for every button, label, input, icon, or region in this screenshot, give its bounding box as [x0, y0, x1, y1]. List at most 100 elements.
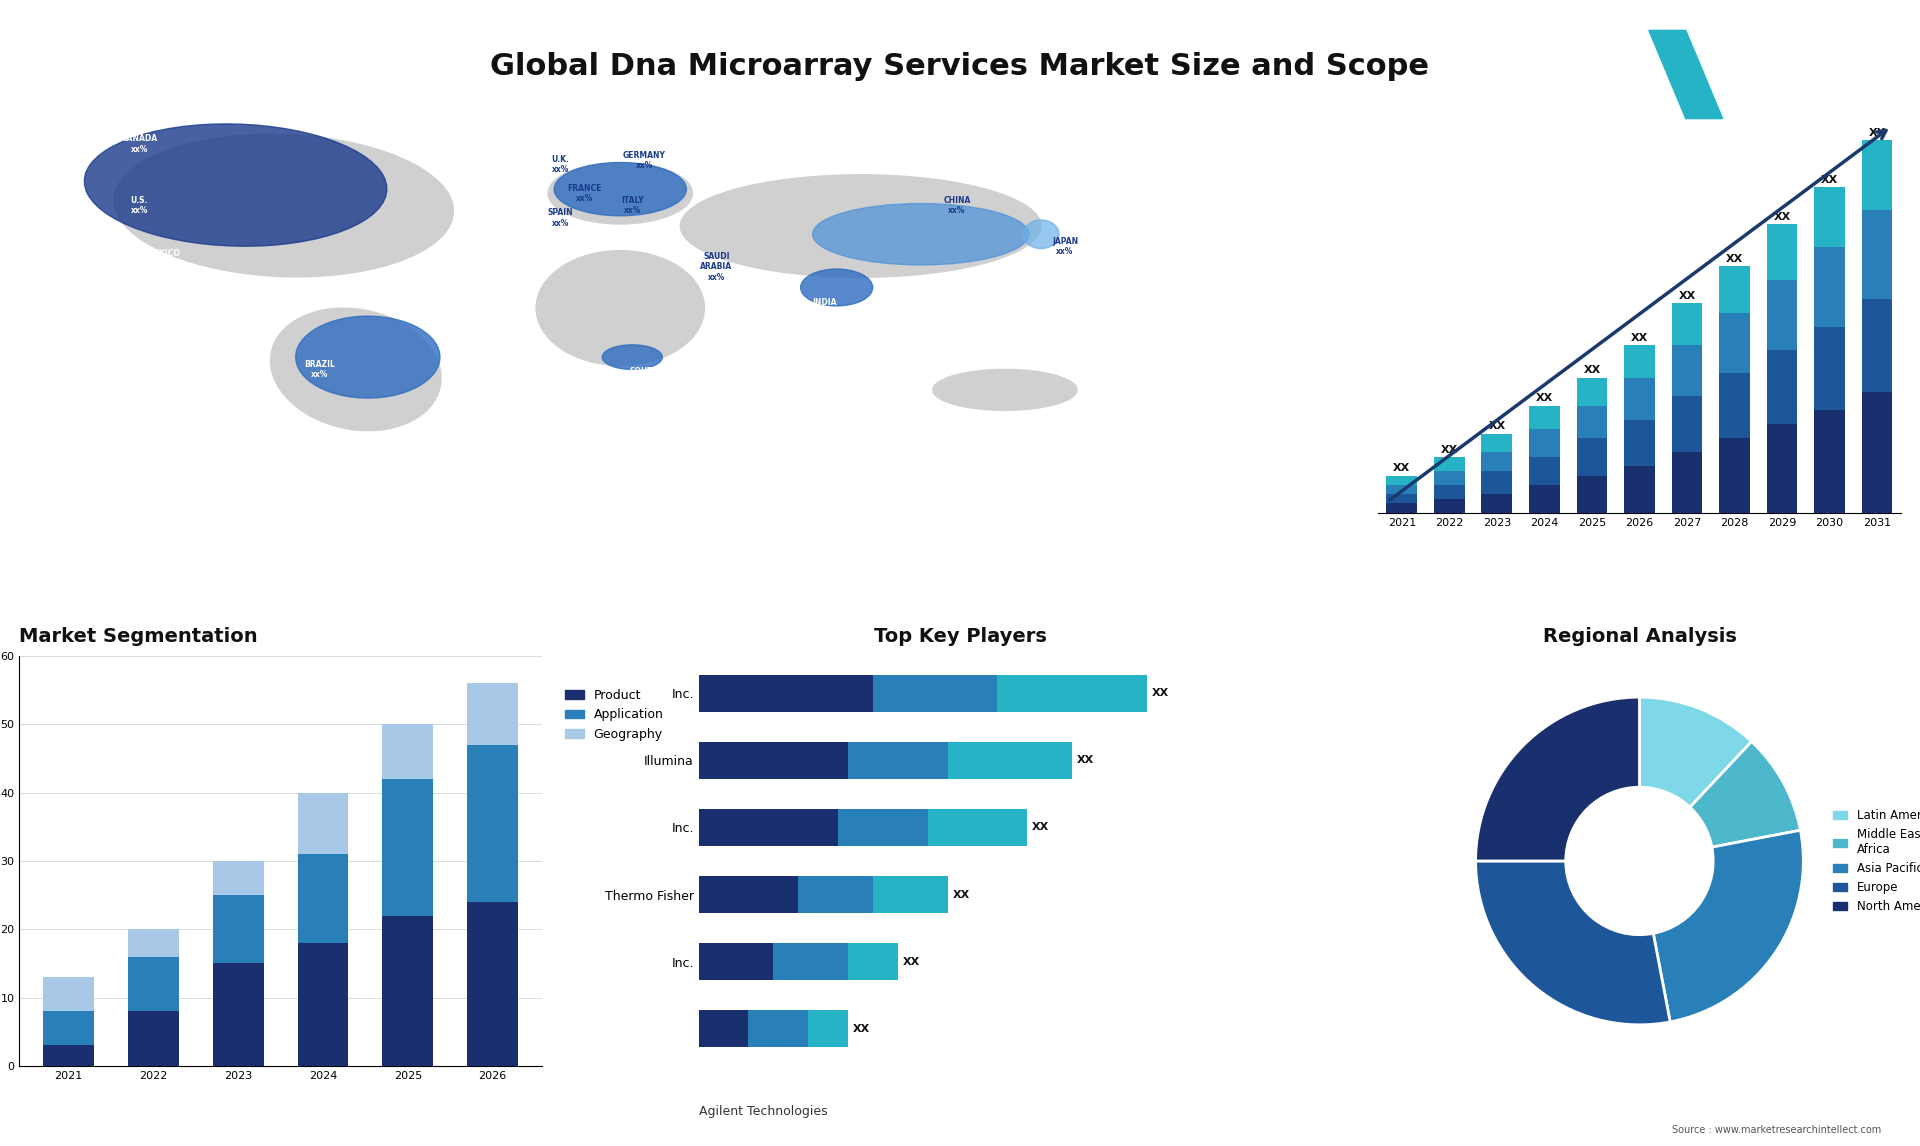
Title: Top Key Players: Top Key Players — [874, 627, 1046, 646]
Bar — [1624, 345, 1655, 378]
Text: U.S.
xx%: U.S. xx% — [131, 196, 148, 215]
Bar — [382, 916, 434, 1066]
Bar — [213, 964, 263, 1066]
Bar — [382, 724, 434, 779]
Text: Source : www.marketresearchintellect.com: Source : www.marketresearchintellect.com — [1672, 1124, 1882, 1135]
Bar — [467, 745, 518, 902]
Bar — [948, 741, 1071, 779]
Bar — [1528, 406, 1559, 429]
Text: JAPAN
xx%: JAPAN xx% — [1052, 237, 1079, 257]
Bar — [1528, 429, 1559, 457]
Bar — [298, 793, 348, 854]
Text: CHINA
xx%: CHINA xx% — [943, 196, 970, 215]
Bar — [849, 741, 948, 779]
Legend: Latin America, Middle East &
Africa, Asia Pacific, Europe, North America: Latin America, Middle East & Africa, Asi… — [1830, 806, 1920, 917]
Text: XX: XX — [1820, 174, 1837, 185]
Text: ITALY
xx%: ITALY xx% — [620, 196, 643, 215]
Text: INDIA
xx%: INDIA xx% — [812, 298, 837, 317]
Bar — [699, 741, 849, 779]
Text: SOUTH
AFRICA
xx%: SOUTH AFRICA xx% — [628, 367, 660, 397]
Text: GERMANY
xx%: GERMANY xx% — [622, 151, 666, 171]
Text: CANADA
xx%: CANADA xx% — [121, 134, 157, 154]
Bar — [129, 1011, 179, 1066]
Text: XX: XX — [1774, 212, 1791, 222]
Bar — [1386, 494, 1417, 503]
Text: XX: XX — [1394, 463, 1411, 473]
Bar — [1386, 476, 1417, 485]
Bar — [808, 1011, 849, 1047]
Ellipse shape — [801, 269, 874, 306]
Ellipse shape — [603, 345, 662, 369]
Ellipse shape — [536, 251, 705, 366]
Bar — [298, 943, 348, 1066]
Bar — [774, 943, 849, 980]
Bar — [1576, 476, 1607, 512]
Text: XX: XX — [1033, 823, 1050, 832]
Text: XX: XX — [1152, 689, 1169, 698]
Bar — [1624, 466, 1655, 512]
Text: U.K.
xx%: U.K. xx% — [551, 155, 568, 174]
Wedge shape — [1653, 830, 1803, 1022]
Text: XX: XX — [1488, 422, 1505, 431]
Bar — [699, 1011, 749, 1047]
Text: XX: XX — [952, 889, 970, 900]
Bar — [213, 861, 263, 895]
Text: BRAZIL
xx%: BRAZIL xx% — [303, 360, 336, 379]
Bar — [1482, 453, 1513, 471]
Bar — [1482, 471, 1513, 494]
Bar — [1862, 140, 1893, 210]
Ellipse shape — [1023, 220, 1060, 249]
Bar — [1718, 313, 1749, 374]
Bar — [699, 675, 874, 712]
Text: INTELLECT: INTELLECT — [1753, 94, 1811, 104]
Text: XX: XX — [852, 1023, 870, 1034]
Bar — [298, 854, 348, 943]
Legend: Product, Application, Geography: Product, Application, Geography — [559, 683, 670, 747]
Ellipse shape — [555, 163, 685, 215]
Bar — [1814, 410, 1845, 512]
Bar — [1528, 457, 1559, 485]
Bar — [799, 876, 874, 913]
Text: ARGENTINA
xx%: ARGENTINA xx% — [259, 421, 309, 440]
Text: XX: XX — [1868, 128, 1885, 138]
Text: Agilent Technologies: Agilent Technologies — [699, 1105, 828, 1118]
Bar — [1528, 485, 1559, 512]
Bar — [837, 809, 927, 846]
Ellipse shape — [933, 369, 1077, 410]
Ellipse shape — [547, 163, 693, 223]
Bar — [213, 895, 263, 964]
Bar — [1814, 248, 1845, 327]
Bar — [42, 978, 94, 1011]
Bar — [1576, 438, 1607, 476]
Text: Global Dna Microarray Services Market Size and Scope: Global Dna Microarray Services Market Si… — [490, 52, 1430, 80]
Polygon shape — [1609, 31, 1686, 118]
Bar — [1482, 494, 1513, 512]
Bar — [1576, 378, 1607, 406]
Bar — [1862, 299, 1893, 392]
Bar — [1766, 350, 1797, 424]
Bar — [699, 876, 799, 913]
Text: Market Segmentation: Market Segmentation — [19, 627, 257, 646]
Text: SPAIN
xx%: SPAIN xx% — [547, 209, 572, 228]
Ellipse shape — [113, 134, 453, 277]
Bar — [1672, 345, 1703, 397]
Bar — [927, 809, 1027, 846]
Bar — [1672, 453, 1703, 512]
Wedge shape — [1690, 741, 1801, 847]
Bar — [1434, 499, 1465, 512]
Bar — [42, 1045, 94, 1066]
Bar — [699, 943, 774, 980]
Text: XX: XX — [1584, 366, 1601, 376]
Bar — [1672, 397, 1703, 453]
Bar — [1814, 187, 1845, 248]
Text: RESEARCH: RESEARCH — [1753, 66, 1812, 77]
Bar — [996, 675, 1146, 712]
Bar — [129, 929, 179, 957]
Bar — [1862, 210, 1893, 299]
Bar — [1576, 406, 1607, 438]
Text: FRANCE
xx%: FRANCE xx% — [566, 183, 601, 203]
Ellipse shape — [680, 175, 1041, 277]
Bar — [1482, 433, 1513, 453]
Wedge shape — [1640, 697, 1751, 807]
Bar — [749, 1011, 808, 1047]
